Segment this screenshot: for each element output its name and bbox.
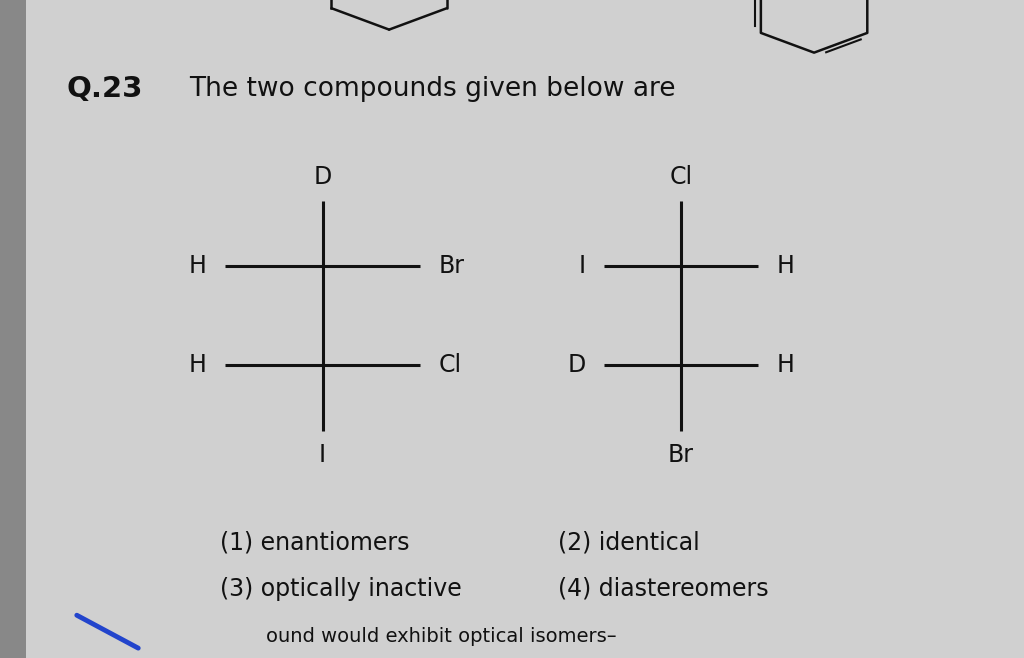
Text: I: I	[579, 255, 586, 278]
Text: H: H	[776, 353, 794, 377]
Text: (3) optically inactive: (3) optically inactive	[220, 577, 462, 601]
Text: Cl: Cl	[670, 165, 692, 189]
Text: D: D	[313, 165, 332, 189]
Text: ound would exhibit optical isomers–: ound would exhibit optical isomers–	[266, 628, 616, 646]
Bar	[0, 0, 26, 658]
Text: I: I	[319, 443, 326, 467]
Text: H: H	[776, 255, 794, 278]
Text: (4) diastereomers: (4) diastereomers	[558, 577, 769, 601]
Text: (1) enantiomers: (1) enantiomers	[220, 531, 410, 555]
Text: Br: Br	[438, 255, 464, 278]
Text: H: H	[189, 353, 207, 377]
Text: Q.23: Q.23	[67, 75, 143, 103]
Text: Cl: Cl	[438, 353, 462, 377]
Text: D: D	[567, 353, 586, 377]
Text: (2) identical: (2) identical	[558, 531, 699, 555]
Text: Br: Br	[668, 443, 694, 467]
Text: H: H	[189, 255, 207, 278]
Text: The two compounds given below are: The two compounds given below are	[189, 76, 676, 102]
